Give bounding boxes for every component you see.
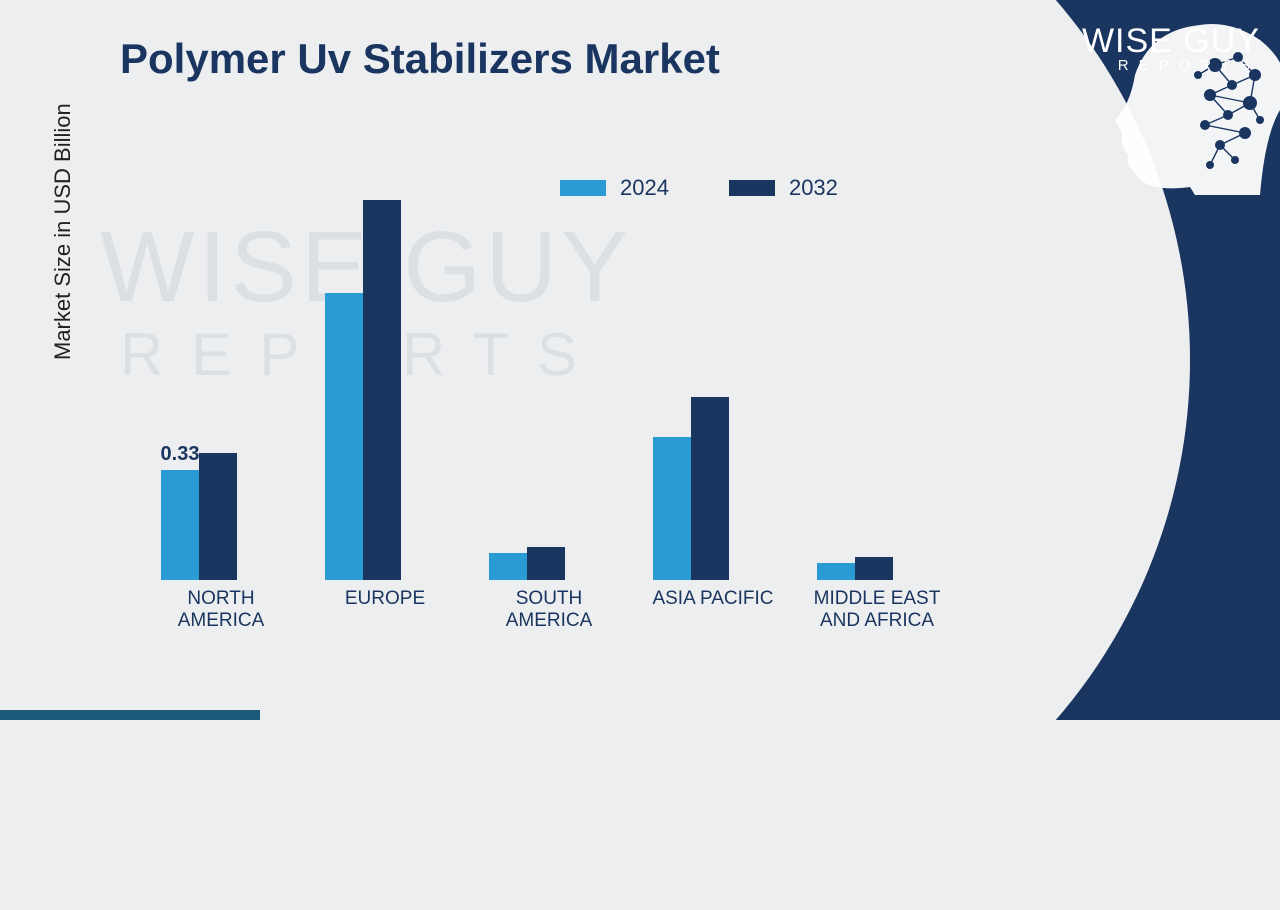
- footer-accent-bar: [0, 710, 260, 720]
- chart-legend: 2024 2032: [560, 175, 838, 201]
- bar: [527, 547, 565, 580]
- bar: [855, 557, 893, 580]
- bar: [161, 470, 199, 580]
- category-label: MIDDLE EAST AND AFRICA: [807, 580, 947, 632]
- chart-area: Market Size in USD Billion 0.33NORTH AME…: [60, 160, 960, 680]
- legend-swatch: [560, 180, 606, 196]
- bar: [653, 437, 691, 580]
- category-label: NORTH AMERICA: [151, 580, 291, 632]
- chart-plot: 0.33NORTH AMERICAEUROPESOUTH AMERICAASIA…: [130, 180, 950, 580]
- legend-swatch: [729, 180, 775, 196]
- bar: [691, 397, 729, 580]
- legend-label: 2032: [789, 175, 838, 201]
- legend-label: 2024: [620, 175, 669, 201]
- category-label: SOUTH AMERICA: [479, 580, 619, 632]
- bar: [363, 200, 401, 580]
- bar: [817, 563, 855, 580]
- legend-item-2024: 2024: [560, 175, 669, 201]
- y-axis-label: Market Size in USD Billion: [50, 103, 76, 360]
- chart-title: Polymer Uv Stabilizers Market: [120, 35, 720, 83]
- bar: [199, 453, 237, 580]
- logo-text-main: WISE GUY: [1082, 22, 1260, 61]
- bar: [489, 553, 527, 580]
- bar: [325, 293, 363, 580]
- category-label: EUROPE: [315, 580, 455, 610]
- brand-logo: WISE GUY REPORTS: [1082, 22, 1260, 74]
- legend-item-2032: 2032: [729, 175, 838, 201]
- category-label: ASIA PACIFIC: [643, 580, 783, 610]
